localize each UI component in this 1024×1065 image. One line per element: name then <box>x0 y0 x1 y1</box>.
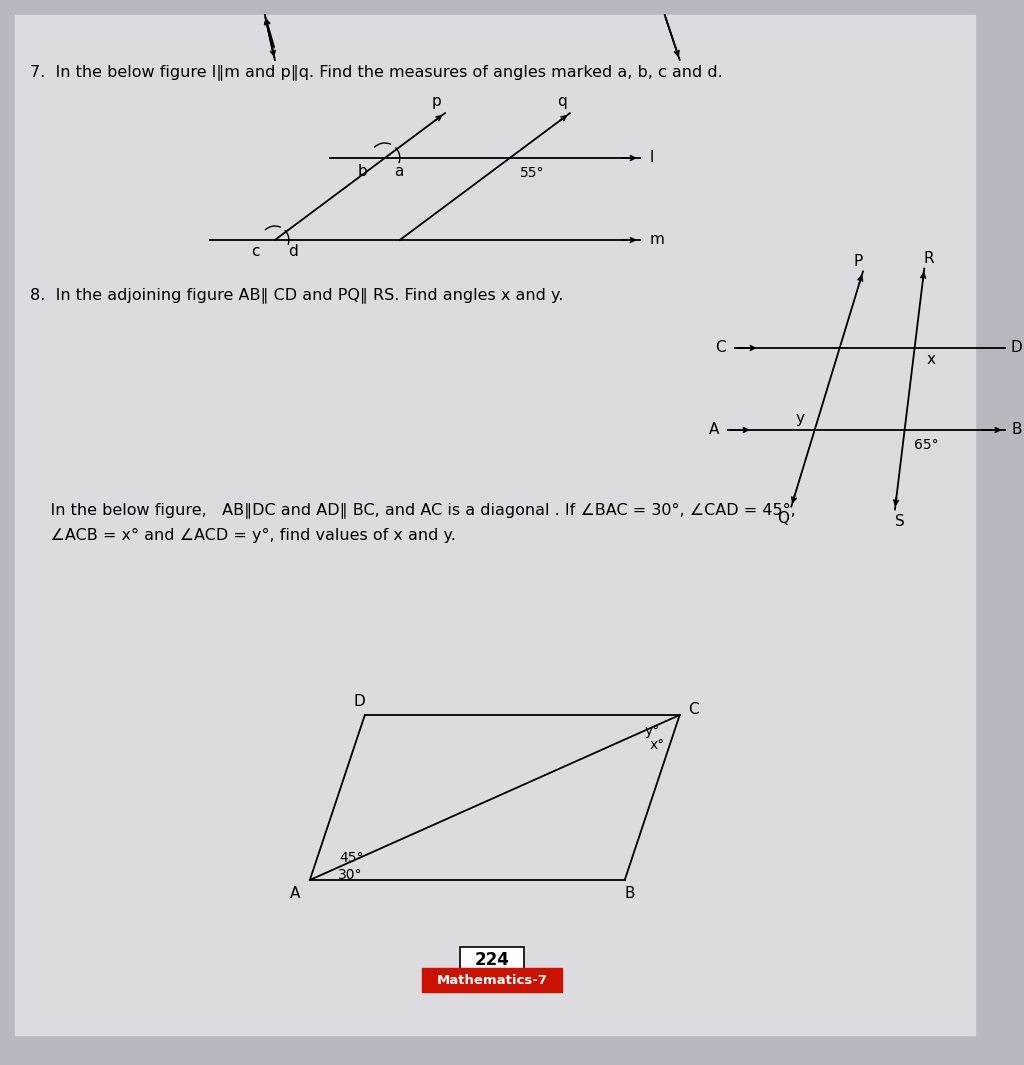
Text: ∠ACB = x° and ∠ACD = y°, find values of x and y.: ∠ACB = x° and ∠ACD = y°, find values of … <box>30 527 456 542</box>
Text: B: B <box>625 886 635 901</box>
Text: 55°: 55° <box>519 166 544 180</box>
Text: Q: Q <box>777 511 790 526</box>
Text: Mathematics-7: Mathematics-7 <box>436 973 547 986</box>
Text: p: p <box>432 94 441 109</box>
Text: 7.  In the below figure l∥m and p∥q. Find the measures of angles marked a, b, c : 7. In the below figure l∥m and p∥q. Find… <box>30 64 723 80</box>
Text: S: S <box>895 514 905 529</box>
Text: y: y <box>796 410 804 426</box>
Text: a: a <box>394 164 403 180</box>
Text: d: d <box>288 245 298 260</box>
Text: 30°: 30° <box>338 868 362 882</box>
Text: m: m <box>649 232 665 247</box>
Text: R: R <box>924 251 935 266</box>
Text: P: P <box>853 253 862 269</box>
Text: A: A <box>290 886 300 901</box>
Text: 224: 224 <box>474 951 509 969</box>
Text: 65°: 65° <box>914 438 939 452</box>
Text: c: c <box>251 245 259 260</box>
Text: 8.  In the adjoining figure AB∥ CD and PQ∥ RS. Find angles x and y.: 8. In the adjoining figure AB∥ CD and PQ… <box>30 288 563 302</box>
Text: D: D <box>1011 341 1022 356</box>
Text: C: C <box>716 341 726 356</box>
Text: 45°: 45° <box>340 851 365 865</box>
Text: q: q <box>557 94 566 109</box>
Text: D: D <box>354 693 366 708</box>
Text: x°: x° <box>650 738 666 752</box>
Text: l: l <box>649 150 654 165</box>
Text: x: x <box>926 353 935 367</box>
Text: y°: y° <box>644 724 659 738</box>
Text: C: C <box>688 703 699 718</box>
Text: B: B <box>1012 423 1022 438</box>
Text: b: b <box>358 164 368 180</box>
Text: In the below figure,   AB∥DC and AD∥ BC, and AC is a diagonal . If ∠BAC = 30°, ∠: In the below figure, AB∥DC and AD∥ BC, a… <box>30 502 796 518</box>
Bar <box>460 947 523 973</box>
Bar <box>422 968 562 992</box>
Text: A: A <box>709 423 719 438</box>
